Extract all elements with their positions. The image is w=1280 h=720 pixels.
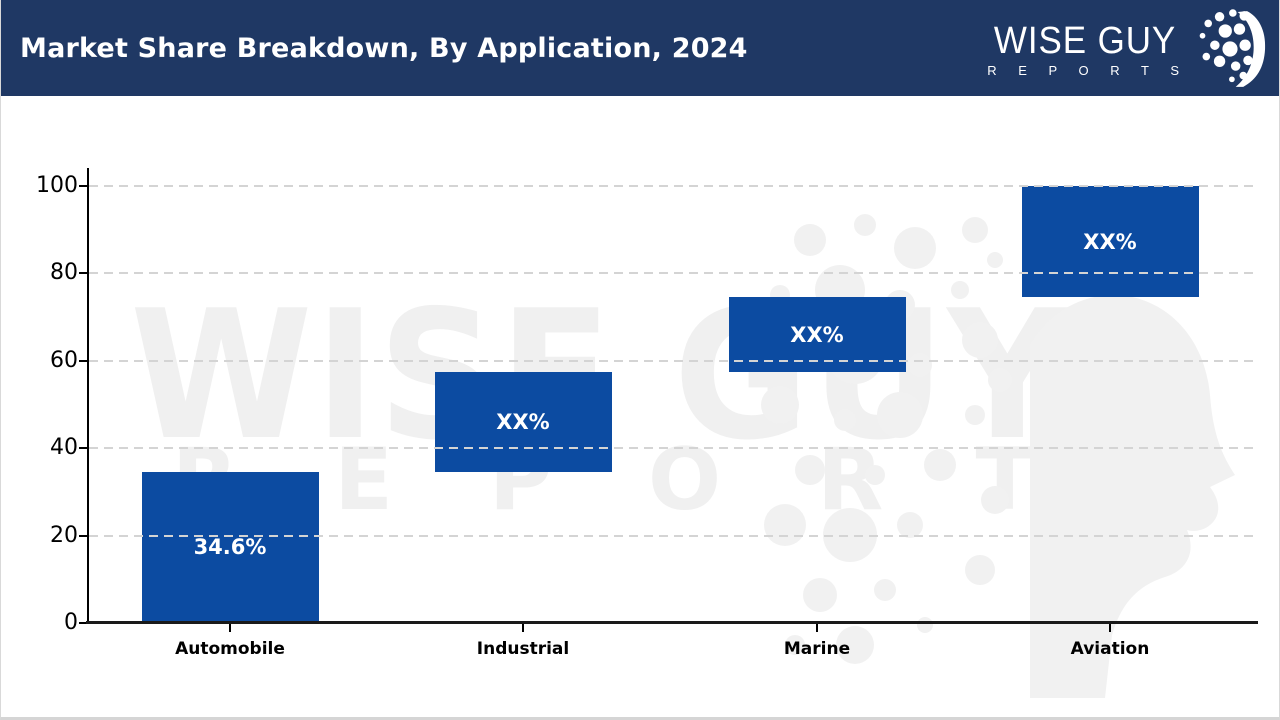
- header-bar: Market Share Breakdown, By Application, …: [0, 0, 1280, 96]
- x-tick-label-industrial: Industrial: [476, 639, 570, 659]
- brand-logo: WISE GUY R E P O R T S: [981, 6, 1266, 92]
- y-tick-100: [79, 185, 87, 187]
- bar-value-label-marine: XX%: [790, 322, 844, 347]
- y-tick-label-60: 60: [50, 347, 78, 373]
- y-axis-spine: [87, 168, 89, 624]
- logo-head-icon: [1199, 9, 1266, 87]
- bar-industrial: [434, 371, 612, 472]
- x-tick-label-automobile: Automobile: [175, 639, 285, 659]
- bar-automobile: [141, 471, 319, 623]
- y-tick-40: [79, 447, 87, 450]
- bar-value-label-automobile: 34.6%: [193, 535, 267, 560]
- x-tick-industrial: [522, 624, 524, 632]
- y-tick-label-80: 80: [50, 260, 78, 286]
- y-tick-60: [79, 359, 87, 362]
- x-tick-automobile: [229, 624, 231, 632]
- bar-aviation: [1021, 186, 1199, 298]
- bar-value-label-aviation: XX%: [1083, 229, 1137, 254]
- watermark-reports-text: REPORTS: [172, 430, 1280, 530]
- brand-name: WISE GUY: [993, 19, 1176, 62]
- x-tick-label-aviation: Aviation: [1070, 639, 1150, 659]
- gridline-60: [89, 359, 1256, 362]
- watermark-head-icon: [761, 214, 1235, 698]
- y-tick-label-40: 40: [50, 435, 78, 461]
- x-tick-aviation: [1109, 624, 1111, 632]
- gridline-40: [89, 447, 1256, 450]
- brand-logo-text: WISE GUY R E P O R T S: [981, 21, 1188, 78]
- bar-value-label-industrial: XX%: [496, 409, 550, 434]
- bar-marine: [728, 297, 906, 372]
- y-tick-label-0: 0: [64, 610, 78, 635]
- y-tick-20: [79, 534, 87, 537]
- y-tick-label-20: 20: [50, 522, 78, 548]
- page-title: Market Share Breakdown, By Application, …: [20, 32, 748, 64]
- y-tick-80: [79, 272, 87, 275]
- gridline-20: [89, 534, 1256, 537]
- x-tick-label-marine: Marine: [783, 639, 851, 659]
- x-tick-marine: [816, 624, 818, 632]
- y-tick-label-100: 100: [36, 173, 78, 198]
- gridline-80: [89, 272, 1256, 275]
- y-tick-0: [79, 622, 87, 624]
- brand-subname: R E P O R T S: [987, 62, 1188, 78]
- x-axis-line: [86, 621, 1258, 624]
- gridline-100: [89, 185, 1256, 187]
